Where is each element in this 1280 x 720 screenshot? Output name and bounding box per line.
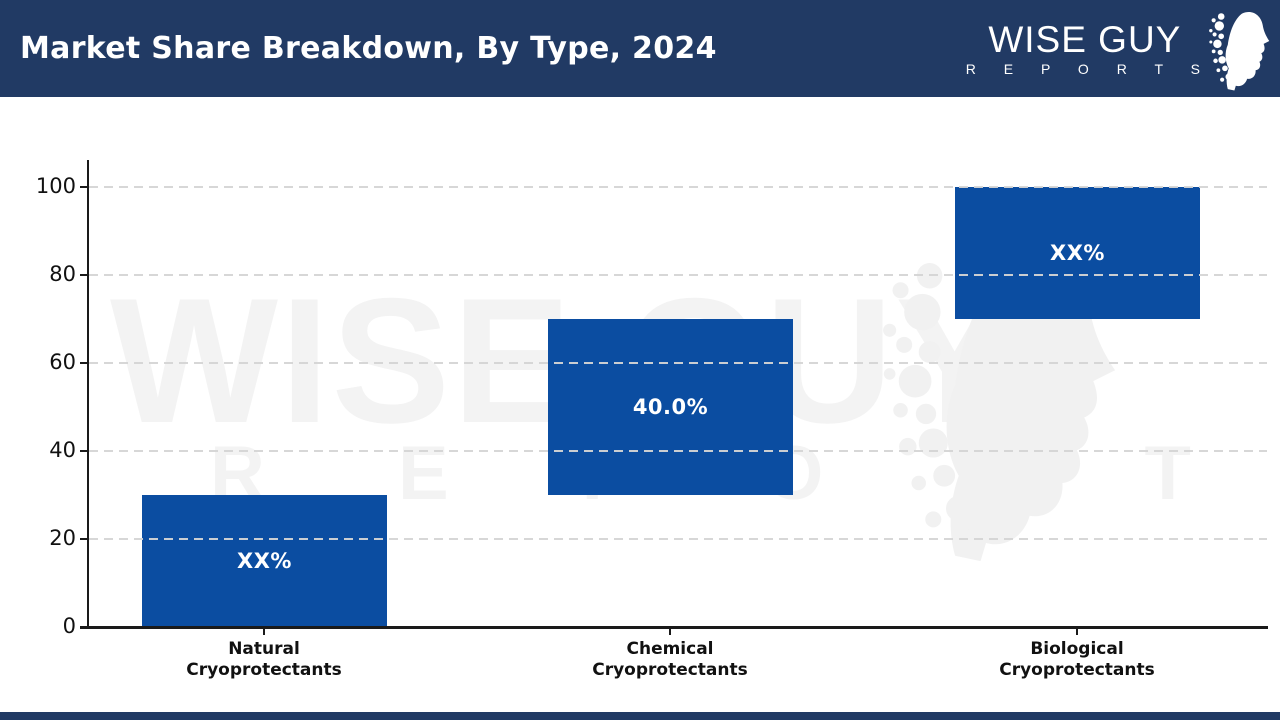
y-tick-label-80: 80 bbox=[49, 262, 76, 286]
logo-wiseguy-text: WISE GUY bbox=[988, 19, 1182, 60]
watermark-head-icon bbox=[883, 258, 1116, 562]
bar-chemical-cryoprotectants: 40.0% bbox=[548, 319, 793, 495]
wiseguy-head-icon bbox=[1209, 11, 1270, 91]
x-category-label-natural: Natural Cryoprotectants bbox=[186, 639, 342, 680]
y-tick bbox=[80, 186, 88, 188]
bar-natural-cryoprotectants: XX% bbox=[142, 495, 387, 627]
gridline-60 bbox=[89, 362, 1267, 364]
footer-band bbox=[0, 712, 1280, 720]
y-tick bbox=[80, 274, 88, 276]
gridline-20 bbox=[89, 538, 1267, 540]
y-axis-line bbox=[87, 160, 89, 628]
y-tick-label-0: 0 bbox=[62, 614, 76, 638]
gridline-80 bbox=[89, 274, 1267, 276]
bar-biological-cryoprotectants: XX% bbox=[955, 187, 1200, 319]
y-tick bbox=[80, 538, 88, 540]
x-tick bbox=[1076, 629, 1078, 635]
page-title: Market Share Breakdown, By Type, 2024 bbox=[20, 31, 717, 66]
logo-reports-text: R E P O R T S bbox=[965, 61, 1212, 77]
y-tick bbox=[80, 362, 88, 364]
x-axis-line bbox=[80, 626, 1268, 629]
y-tick bbox=[80, 450, 88, 452]
y-tick-label-60: 60 bbox=[49, 350, 76, 374]
wiseguy-logo: WISE GUY R E P O R T S bbox=[958, 4, 1274, 94]
bar-value-label: 40.0% bbox=[632, 395, 709, 419]
header-band: Market Share Breakdown, By Type, 2024 WI… bbox=[0, 0, 1280, 97]
bar-value-label: XX% bbox=[1050, 241, 1105, 265]
y-tick-label-100: 100 bbox=[35, 174, 76, 198]
y-tick-label-40: 40 bbox=[49, 438, 76, 462]
bar-value-label: XX% bbox=[237, 549, 292, 573]
x-tick bbox=[669, 629, 671, 635]
gridline-40 bbox=[89, 450, 1267, 452]
x-category-label-biological: Biological Cryoprotectants bbox=[999, 639, 1155, 680]
y-tick bbox=[80, 626, 88, 628]
x-tick bbox=[263, 629, 265, 635]
gridline-100 bbox=[89, 186, 1267, 188]
x-category-label-chemical: Chemical Cryoprotectants bbox=[592, 639, 748, 680]
y-tick-label-20: 20 bbox=[49, 526, 76, 550]
